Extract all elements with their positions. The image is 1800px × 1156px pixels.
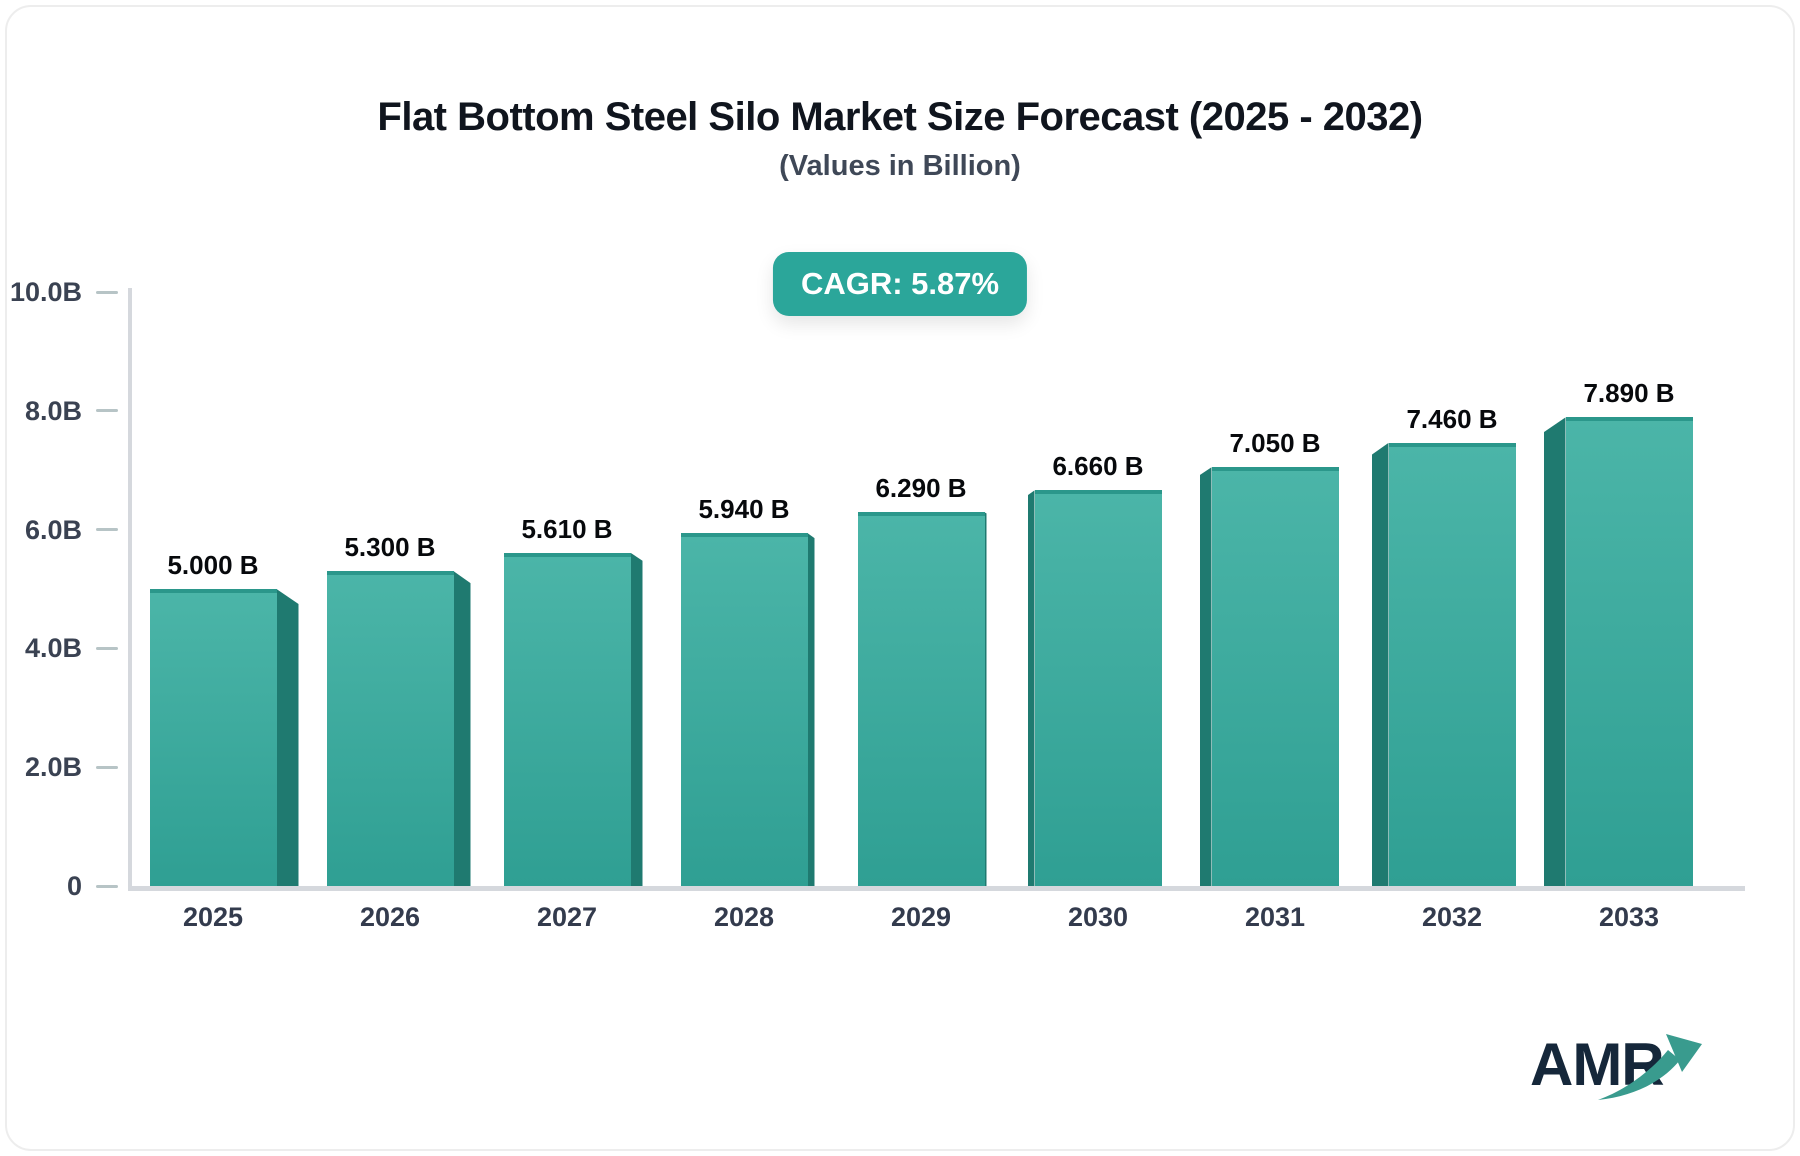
bar-value-label: 5.300 B bbox=[344, 532, 436, 563]
bar-side bbox=[1199, 467, 1212, 886]
bar-value-label: 7.890 B bbox=[1583, 378, 1675, 409]
bar-value-label: 5.940 B bbox=[698, 494, 790, 525]
y-tick-mark bbox=[96, 646, 118, 650]
bar-side bbox=[276, 589, 299, 886]
y-tick-mark bbox=[96, 884, 118, 888]
y-tick-mark bbox=[96, 765, 118, 769]
bar-value-label: 7.050 B bbox=[1229, 428, 1321, 459]
x-tick-label: 2031 bbox=[1244, 902, 1306, 932]
y-tick-label: 8.0B bbox=[24, 395, 82, 426]
bar bbox=[857, 512, 985, 886]
bar-value-label: 5.610 B bbox=[521, 513, 613, 544]
x-tick-label: 2025 bbox=[182, 902, 244, 932]
y-tick-label: 10.0B bbox=[9, 277, 82, 307]
y-tick-mark bbox=[96, 409, 118, 413]
x-tick-label: 2033 bbox=[1598, 902, 1660, 932]
bar-value-label: 6.660 B bbox=[1052, 451, 1144, 482]
chart-title: Flat Bottom Steel Silo Market Size Forec… bbox=[377, 95, 1423, 139]
y-tick-mark bbox=[96, 290, 118, 294]
y-tick-mark bbox=[96, 528, 118, 532]
bar-value-label: 5.000 B bbox=[167, 550, 259, 580]
bar-side bbox=[1027, 490, 1035, 886]
y-tick-label: 4.0B bbox=[24, 633, 82, 664]
bar-side bbox=[630, 552, 643, 886]
bar bbox=[1388, 442, 1516, 886]
bar-side bbox=[453, 571, 471, 886]
x-tick-label: 2028 bbox=[713, 902, 775, 932]
x-tick-label: 2029 bbox=[890, 902, 952, 932]
bar-side bbox=[807, 533, 815, 886]
x-tick-label: 2032 bbox=[1421, 902, 1483, 932]
x-tick-label: 2026 bbox=[359, 902, 421, 932]
bar-side bbox=[1543, 417, 1566, 886]
y-tick-label: 6.0B bbox=[24, 514, 82, 545]
bar bbox=[1565, 417, 1693, 886]
bar-side bbox=[984, 512, 987, 886]
bar-side bbox=[1371, 442, 1389, 886]
cagr-badge: CAGR: 5.87% bbox=[772, 252, 1028, 316]
bar bbox=[149, 589, 277, 886]
chart-subtitle: (Values in Billion) bbox=[779, 150, 1021, 182]
y-axis-line bbox=[128, 288, 132, 886]
growth-arrow-icon bbox=[1598, 1034, 1702, 1100]
bar-value-label: 6.290 B bbox=[875, 473, 967, 504]
bar bbox=[503, 552, 631, 886]
bar bbox=[1211, 467, 1339, 886]
y-tick-label: 2.0B bbox=[24, 752, 82, 783]
y-tick-label: 0 bbox=[66, 871, 82, 901]
bar-value-label: 7.460 B bbox=[1406, 403, 1498, 434]
amr-logo: AMR bbox=[1530, 1030, 1720, 1120]
bar bbox=[326, 571, 454, 886]
x-tick-label: 2027 bbox=[536, 902, 598, 932]
bar bbox=[1034, 490, 1162, 886]
x-tick-label: 2030 bbox=[1067, 902, 1129, 932]
bar bbox=[680, 533, 808, 886]
x-axis-line bbox=[128, 886, 1745, 891]
